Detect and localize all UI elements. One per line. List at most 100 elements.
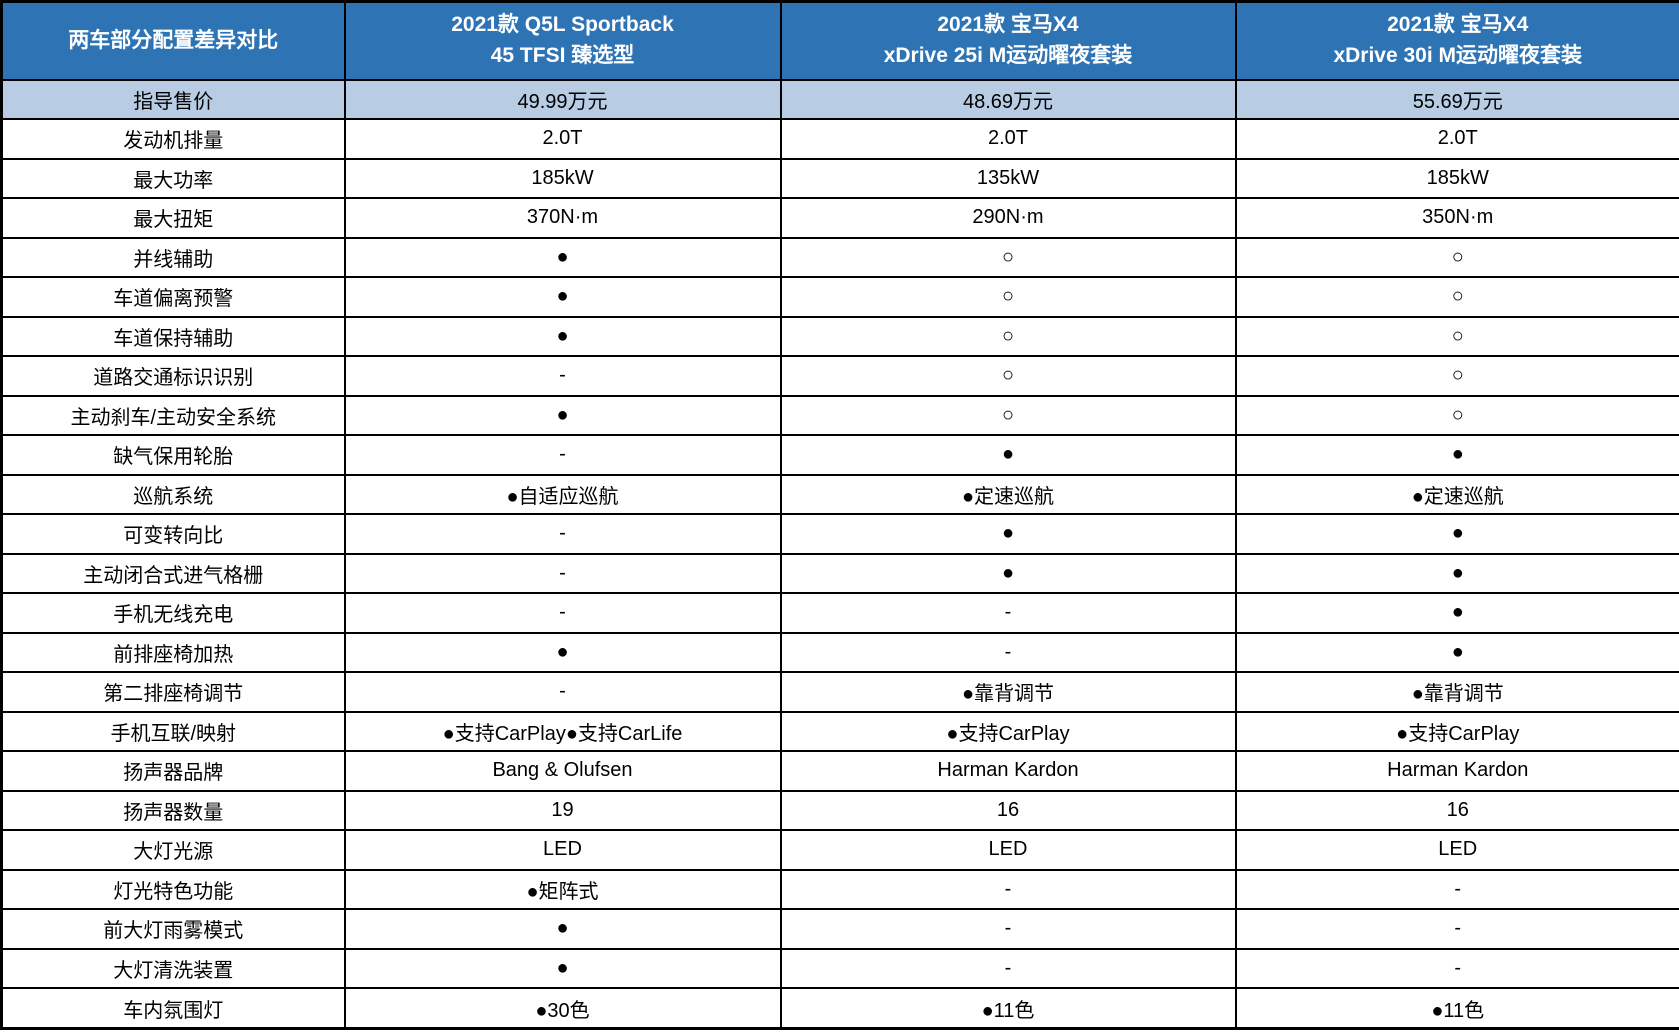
value-cell: 2.0T [1234, 118, 1679, 160]
value-cell: - [343, 671, 782, 713]
value-cell: - [343, 592, 782, 634]
value-cell: - [343, 355, 782, 397]
feature-label-cell: 车道保持辅助 [0, 315, 346, 357]
value-cell: Harman Kardon [779, 750, 1237, 792]
value-cell: ● [779, 552, 1237, 594]
value-cell: ○ [1234, 236, 1679, 278]
value-cell: - [779, 908, 1237, 950]
column-header-x4-25i: 2021款 宝马X4 xDrive 25i M运动曜夜套装 [779, 0, 1237, 81]
value-cell: ●矩阵式 [343, 868, 782, 910]
value-cell: - [779, 592, 1237, 634]
column-header-q5l: 2021款 Q5L Sportback 45 TFSI 臻选型 [343, 0, 782, 81]
value-cell: 370N·m [343, 197, 782, 239]
value-cell: ● [1234, 592, 1679, 634]
value-cell: ● [343, 236, 782, 278]
feature-label-cell: 大灯光源 [0, 829, 346, 871]
value-cell: ●靠背调节 [1234, 671, 1679, 713]
value-cell: 19 [343, 789, 782, 831]
table-row: 车内氛围灯 ●30色 ●11色 ●11色 [0, 987, 1679, 1030]
value-cell: ○ [779, 394, 1237, 436]
feature-label-cell: 手机互联/映射 [0, 710, 346, 752]
table-row: 扬声器品牌 Bang & Olufsen Harman Kardon Harman K… [0, 750, 1679, 792]
value-cell: ○ [779, 276, 1237, 318]
feature-label-cell: 可变转向比 [0, 513, 346, 555]
value-cell: - [343, 434, 782, 476]
value-cell: 16 [1234, 789, 1679, 831]
column-header-x4-25i-line: 2021款 宝马X4 [937, 13, 1079, 37]
table-row: 主动刹车/主动安全系统 ● ○ ○ [0, 394, 1679, 436]
value-cell: ●支持CarPlay [1234, 710, 1679, 752]
value-cell: ○ [779, 236, 1237, 278]
value-cell: 55.69万元 [1234, 78, 1679, 120]
value-cell: ○ [779, 315, 1237, 357]
feature-label-cell: 指导售价 [0, 78, 346, 120]
feature-label-cell: 手机无线充电 [0, 592, 346, 634]
value-cell: ○ [1234, 276, 1679, 318]
table-row: 手机互联/映射 ●支持CarPlay●支持CarLife ●支持CarPlay ●支持… [0, 710, 1679, 752]
table-row: 扬声器数量 19 16 16 [0, 789, 1679, 831]
feature-label-cell: 前排座椅加热 [0, 631, 346, 673]
column-header-feature: 两车部分配置差异对比 [0, 0, 346, 81]
feature-label-cell: 大灯清洗装置 [0, 947, 346, 989]
table-row: 发动机排量 2.0T 2.0T 2.0T [0, 118, 1679, 160]
table-row: 前排座椅加热 ● - ● [0, 631, 1679, 673]
table-row: 前大灯雨雾模式 ● - - [0, 908, 1679, 950]
table-row: 缺气保用轮胎 - ● ● [0, 434, 1679, 476]
table-row: 并线辅助 ● ○ ○ [0, 236, 1679, 278]
table-row: 车道保持辅助 ● ○ ○ [0, 315, 1679, 357]
value-cell: ●11色 [779, 987, 1237, 1030]
feature-label-cell: 车道偏离预警 [0, 276, 346, 318]
feature-label-cell: 发动机排量 [0, 118, 346, 160]
value-cell: ○ [779, 355, 1237, 397]
value-cell: ●支持CarPlay [779, 710, 1237, 752]
value-cell: Bang & Olufsen [343, 750, 782, 792]
value-cell: ● [343, 908, 782, 950]
table-header: 两车部分配置差异对比 2021款 Q5L Sportback 45 TFSI 臻选型… [0, 0, 1679, 81]
value-cell: 350N·m [1234, 197, 1679, 239]
value-cell: 2.0T [779, 118, 1237, 160]
feature-label-cell: 前大灯雨雾模式 [0, 908, 346, 950]
feature-label-cell: 车内氛围灯 [0, 987, 346, 1030]
feature-label-cell: 主动闭合式进气格栅 [0, 552, 346, 594]
value-cell: ●自适应巡航 [343, 473, 782, 515]
feature-label-cell: 灯光特色功能 [0, 868, 346, 910]
value-cell: 48.69万元 [779, 78, 1237, 120]
table-row: 手机无线充电 - - ● [0, 592, 1679, 634]
table-row: 可变转向比 - ● ● [0, 513, 1679, 555]
feature-label-cell: 扬声器品牌 [0, 750, 346, 792]
table-row: 主动闭合式进气格栅 - ● ● [0, 552, 1679, 594]
value-cell: ● [1234, 434, 1679, 476]
value-cell: ● [1234, 513, 1679, 555]
value-cell: LED [1234, 829, 1679, 871]
value-cell: ● [343, 276, 782, 318]
value-cell: ●定速巡航 [779, 473, 1237, 515]
value-cell: 2.0T [343, 118, 782, 160]
column-header-x4-30i: 2021款 宝马X4 xDrive 30i M运动曜夜套装 [1234, 0, 1679, 81]
feature-label-cell: 扬声器数量 [0, 789, 346, 831]
table-row: 巡航系统 ●自适应巡航 ●定速巡航 ●定速巡航 [0, 473, 1679, 515]
value-cell: ● [779, 434, 1237, 476]
value-cell: ●30色 [343, 987, 782, 1030]
column-header-q5l-line: 2021款 Q5L Sportback [451, 13, 674, 37]
feature-label-cell: 巡航系统 [0, 473, 346, 515]
table-row: 车道偏离预警 ● ○ ○ [0, 276, 1679, 318]
value-cell: ● [779, 513, 1237, 555]
table-row: 大灯清洗装置 ● - - [0, 947, 1679, 989]
value-cell: LED [343, 829, 782, 871]
feature-label-cell: 并线辅助 [0, 236, 346, 278]
value-cell: ● [343, 631, 782, 673]
value-cell: ○ [1234, 355, 1679, 397]
value-cell: 185kW [1234, 157, 1679, 199]
value-cell: ●定速巡航 [1234, 473, 1679, 515]
value-cell: - [779, 631, 1237, 673]
feature-label-cell: 缺气保用轮胎 [0, 434, 346, 476]
value-cell: ○ [1234, 315, 1679, 357]
column-header-q5l-line: 45 TFSI 臻选型 [490, 43, 635, 67]
feature-label-cell: 第二排座椅调节 [0, 671, 346, 713]
value-cell: 185kW [343, 157, 782, 199]
value-cell: ●11色 [1234, 987, 1679, 1030]
header-row: 两车部分配置差异对比 2021款 Q5L Sportback 45 TFSI 臻选型… [0, 0, 1679, 81]
feature-label-cell: 最大扭矩 [0, 197, 346, 239]
value-cell: - [1234, 868, 1679, 910]
